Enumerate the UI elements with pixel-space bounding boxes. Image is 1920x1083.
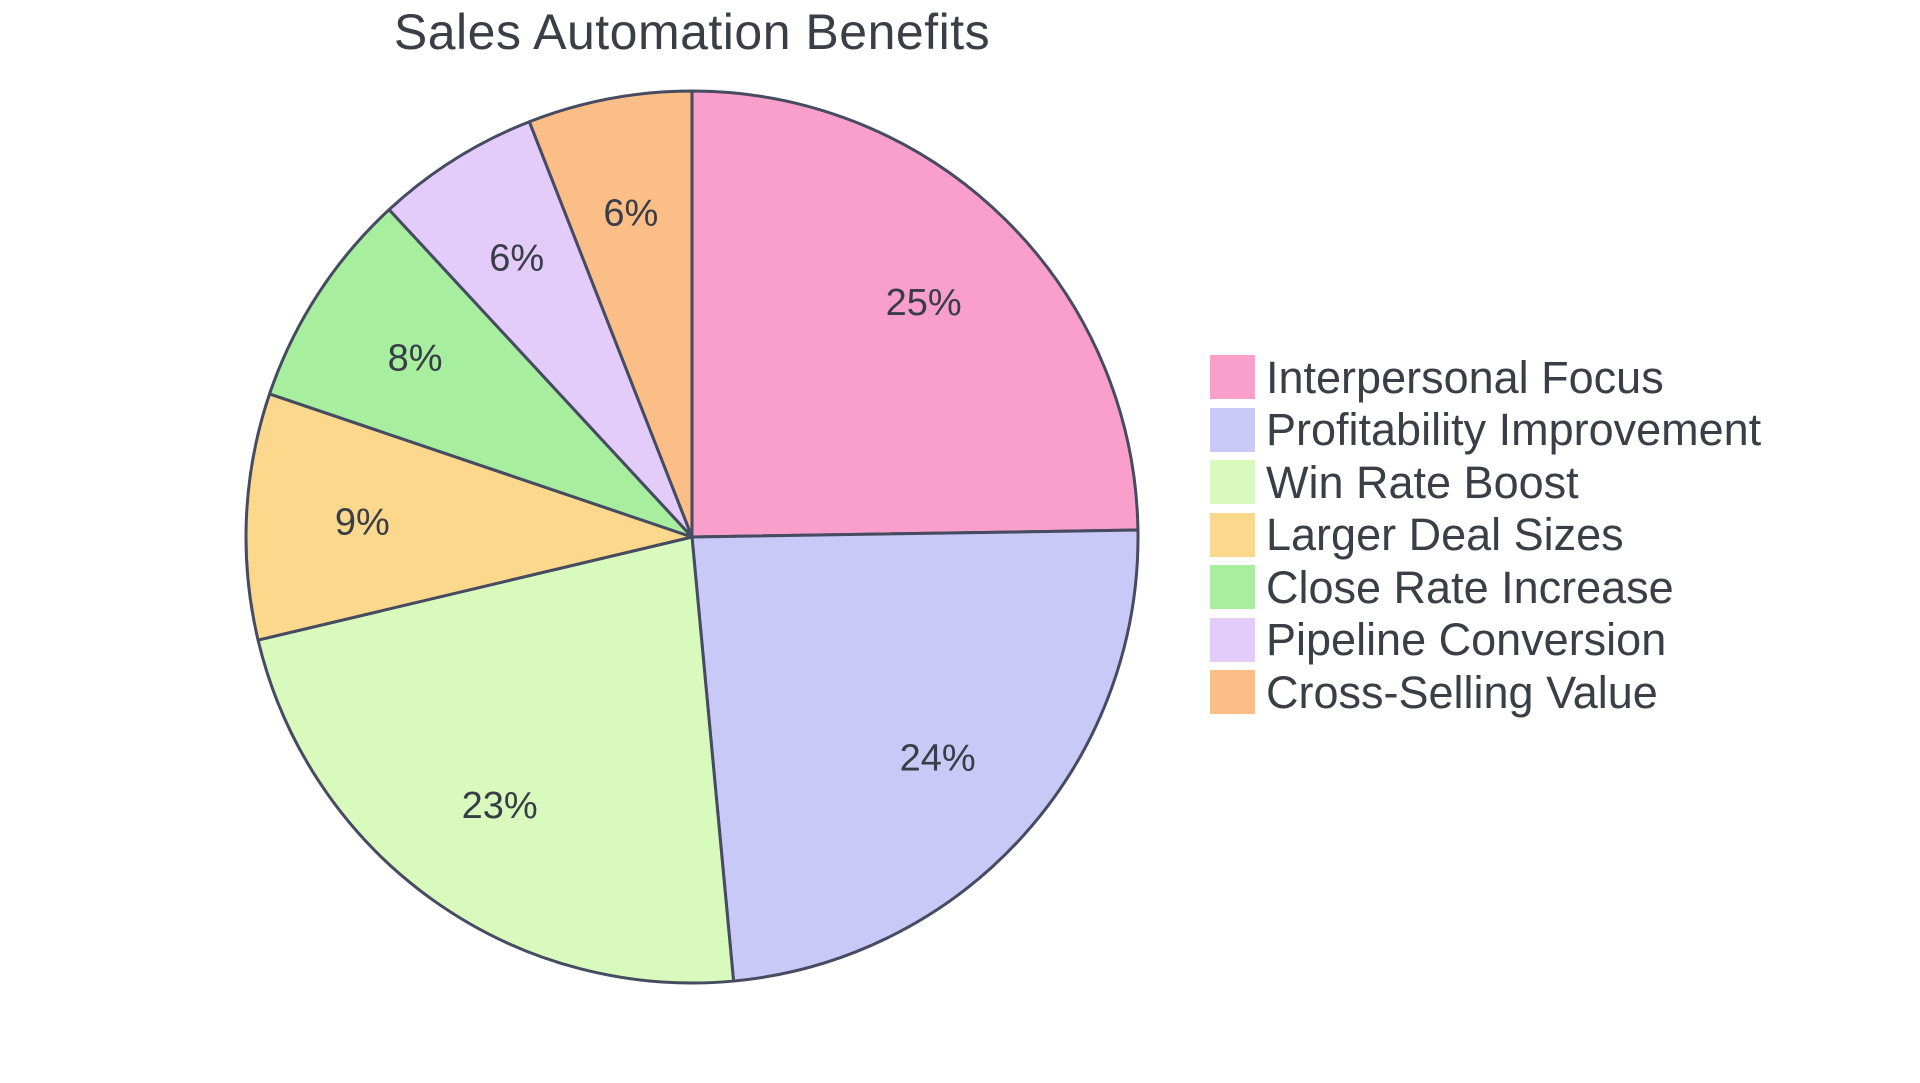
pie-slice-interpersonal-focus[interactable]: [690, 89, 1140, 539]
pie-labels-group: 25% 24% 23% 9% 8% 6% 6%: [335, 193, 976, 828]
pie-slice-profitability-improvement[interactable]: [690, 528, 1140, 983]
legend-item-win-rate-boost[interactable]: Win Rate Boost: [1210, 456, 1761, 508]
pie-slice-win-rate-boost[interactable]: [256, 535, 736, 985]
pie-percent-label-cross-selling-value: 6%: [603, 193, 658, 235]
legend-label: Pipeline Conversion: [1266, 614, 1667, 665]
chart-title: Sales Automation Benefits: [393, 4, 991, 60]
pie-slice-close-rate-increase[interactable]: [268, 208, 694, 539]
legend-item-cross-selling-value[interactable]: Cross-Selling Value: [1210, 666, 1761, 718]
legend-label: Close Rate Increase: [1266, 561, 1674, 613]
pie-percent-label-interpersonal-focus: 25%: [886, 282, 962, 324]
legend-label: Profitability Improvement: [1266, 404, 1762, 455]
legend-item-pipeline-conversion[interactable]: Pipeline Conversion: [1210, 614, 1761, 665]
legend-swatch-pipeline-conversion[interactable]: [1210, 617, 1255, 662]
legend-swatch-cross-selling-value[interactable]: [1210, 670, 1255, 714]
legend-label: Win Rate Boost: [1266, 456, 1579, 508]
pie-slices-group: [244, 89, 1140, 985]
legend-swatch-win-rate-boost[interactable]: [1210, 460, 1255, 504]
legend-swatch-interpersonal-focus[interactable]: [1210, 355, 1255, 399]
legend-label: Cross-Selling Value: [1266, 666, 1658, 718]
legend-swatch-close-rate-increase[interactable]: [1210, 565, 1255, 609]
pie-slice-larger-deal-sizes[interactable]: [244, 392, 694, 642]
pie-percent-label-larger-deal-sizes: 9%: [335, 502, 390, 544]
legend-label: Larger Deal Sizes: [1266, 509, 1624, 560]
pie-percent-label-profitability-improvement: 24%: [900, 737, 976, 779]
legend-item-larger-deal-sizes[interactable]: Larger Deal Sizes: [1210, 509, 1761, 560]
legend-item-profitability-improvement[interactable]: Profitability Improvement: [1210, 404, 1762, 455]
legend-swatch-larger-deal-sizes[interactable]: [1210, 512, 1255, 557]
pie-slice-cross-selling-value[interactable]: [527, 89, 694, 539]
legend-label: Interpersonal Focus: [1266, 351, 1664, 403]
pie-percent-label-close-rate-increase: 8%: [388, 337, 443, 379]
legend-item-close-rate-increase[interactable]: Close Rate Increase: [1210, 561, 1761, 613]
pie-percent-label-pipeline-conversion: 6%: [489, 237, 544, 279]
legend: Interpersonal Focus Profitability Improve…: [1210, 355, 1761, 723]
pie-slice-pipeline-conversion[interactable]: [387, 120, 694, 539]
legend-swatch-profitability-improvement[interactable]: [1210, 407, 1255, 452]
pie-percent-label-win-rate-boost: 23%: [462, 785, 538, 827]
legend-item-interpersonal-focus[interactable]: Interpersonal Focus: [1210, 351, 1761, 403]
